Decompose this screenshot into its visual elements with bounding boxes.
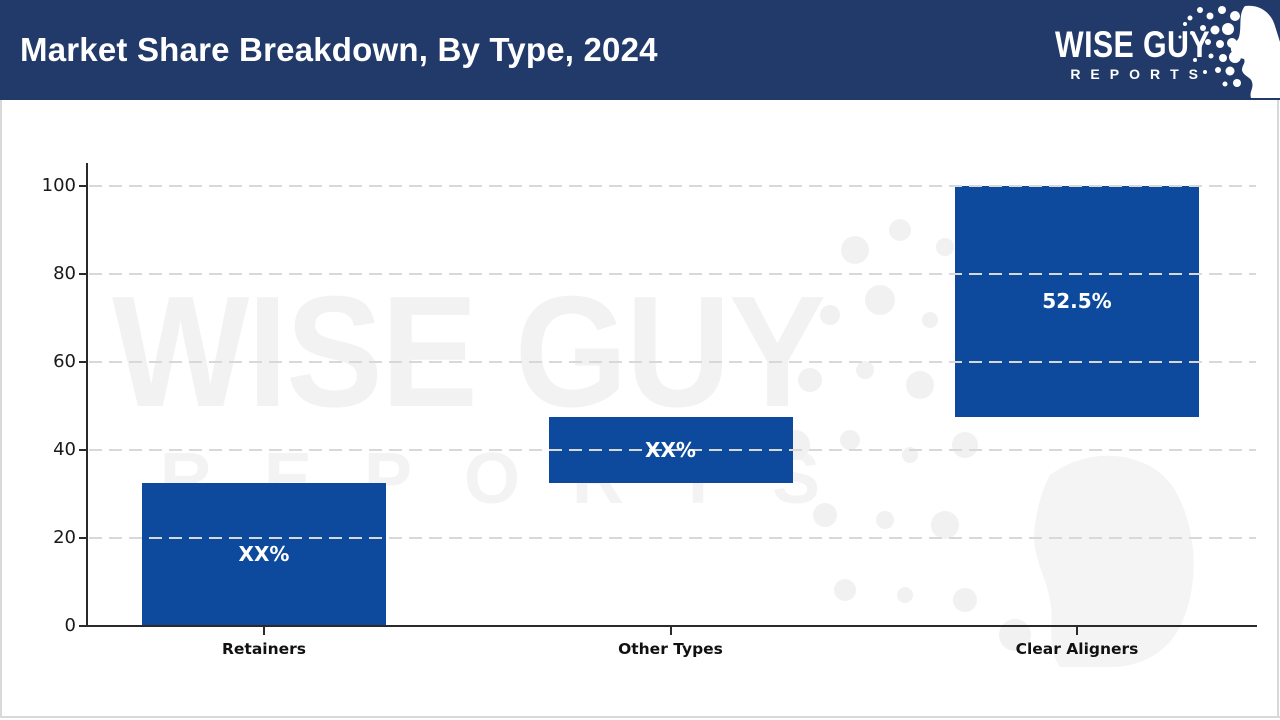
y-tick-mark <box>79 360 87 363</box>
x-category-label-retainers: Retainers <box>221 640 307 658</box>
y-tick-mark <box>79 272 87 275</box>
bar-label-retainers: XX% <box>238 542 290 567</box>
x-axis-line <box>86 625 1257 627</box>
y-tick-label-100: 100 <box>41 175 76 197</box>
chart-title: Market Share Breakdown, By Type, 2024 <box>20 31 658 68</box>
y-tick-label-0: 0 <box>64 614 76 636</box>
brand-logo: WISE GUY REPORTS <box>1020 0 1280 100</box>
x-tick-mark <box>263 627 265 635</box>
x-tick-mark <box>669 627 672 635</box>
y-tick-mark <box>79 624 87 627</box>
y-tick-mark <box>79 185 87 188</box>
logo-tagline: REPORTS <box>1070 66 1208 82</box>
y-axis-line <box>86 163 88 627</box>
logo-wordmark: WISE GUY <box>1054 24 1210 65</box>
y-tick-label-80: 80 <box>53 262 76 284</box>
bar-label-clear-aligners: 52.5% <box>1042 289 1112 314</box>
header-bar: Market Share Breakdown, By Type, 2024 WI… <box>0 0 1280 100</box>
frame-border-bottom <box>0 716 1280 718</box>
gridline-20 <box>89 536 1256 539</box>
gridline-40 <box>89 448 1256 451</box>
y-tick-label-40: 40 <box>53 438 76 460</box>
frame-border-left <box>0 100 2 718</box>
y-tick-label-20: 20 <box>53 526 76 548</box>
bar-retainers <box>142 482 386 626</box>
x-category-label-clear-aligners: Clear Aligners <box>1015 640 1139 658</box>
y-tick-mark <box>79 536 87 539</box>
gridline-100 <box>89 185 1256 188</box>
frame-border-right <box>1277 100 1279 718</box>
gridline-80 <box>89 272 1256 275</box>
bar-clear-aligners <box>955 186 1199 417</box>
x-category-label-other-types: Other Types <box>618 640 723 658</box>
x-tick-mark <box>1076 627 1078 635</box>
y-tick-mark <box>79 448 87 451</box>
y-tick-label-60: 60 <box>53 350 76 372</box>
bar-label-other-types: XX% <box>645 437 696 462</box>
gridline-60 <box>89 360 1256 363</box>
logo-face-icon <box>1178 5 1280 98</box>
watermark-wordmark: WISE GUY <box>112 264 826 440</box>
